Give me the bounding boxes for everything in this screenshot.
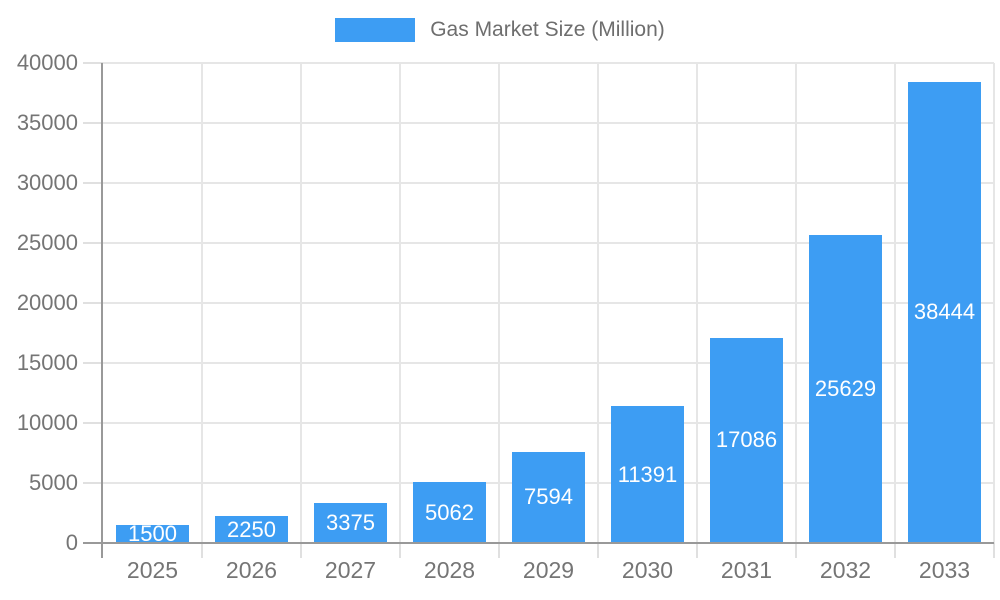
bar-value-label: 2250: [227, 516, 276, 542]
bar[interactable]: 17086: [710, 337, 783, 543]
x-axis-label: 2031: [720, 557, 773, 583]
bar[interactable]: 3375: [314, 502, 387, 543]
x-axis-tick: [993, 543, 995, 558]
y-axis-label: 30000: [16, 170, 78, 195]
gridline-vertical: [993, 63, 995, 543]
bar[interactable]: 1500: [116, 521, 189, 546]
x-axis-label: 2026: [225, 557, 278, 583]
bar[interactable]: 11391: [611, 406, 684, 543]
gridline-vertical: [498, 63, 500, 543]
y-axis-tick: [83, 302, 103, 304]
bar-value-label: 7594: [524, 484, 573, 510]
y-axis-line: [101, 63, 103, 558]
bar-value-label: 38444: [913, 299, 976, 325]
bar-value-label: 5062: [425, 499, 474, 525]
y-axis-label: 40000: [16, 50, 78, 75]
x-axis-tick: [201, 543, 203, 558]
gridline-vertical: [696, 63, 698, 543]
x-axis-label: 2025: [126, 557, 179, 583]
y-axis-label: 5000: [29, 470, 78, 495]
x-axis-tick: [399, 543, 401, 558]
y-axis-tick: [83, 122, 103, 124]
bar-value-label: 1500: [128, 521, 177, 546]
gridline-vertical: [399, 63, 401, 543]
y-axis-label: 25000: [16, 230, 78, 255]
gridline-vertical: [597, 63, 599, 543]
y-axis-label: 35000: [16, 110, 78, 135]
y-axis-tick: [83, 422, 103, 424]
x-axis-tick: [894, 543, 896, 558]
y-axis-tick: [83, 182, 103, 184]
y-axis-tick: [83, 242, 103, 244]
gridline-horizontal: [103, 182, 994, 184]
y-axis-label: 15000: [16, 350, 78, 375]
y-axis-label: 0: [65, 530, 78, 555]
x-axis-tick: [696, 543, 698, 558]
bar[interactable]: 38444: [908, 81, 981, 543]
gridline-vertical: [795, 63, 797, 543]
y-axis-tick: [83, 362, 103, 364]
x-axis-tick: [498, 543, 500, 558]
bar[interactable]: 7594: [512, 451, 585, 543]
x-axis-label: 2032: [819, 557, 872, 583]
bar-value-label: 17086: [715, 427, 778, 453]
x-axis-label: 2029: [522, 557, 575, 583]
y-axis-label: 20000: [16, 290, 78, 315]
y-axis-tick: [83, 62, 103, 64]
bar-value-label: 11391: [617, 461, 678, 487]
plot-area: 0 5000 10000 15000 20000 25000 30000 35000 40000…: [17, 50, 995, 583]
bar[interactable]: 2250: [215, 516, 288, 543]
x-axis-label: 2028: [423, 557, 476, 583]
gridline-horizontal: [103, 302, 994, 304]
x-axis-label: 2030: [621, 557, 674, 583]
gridline-horizontal: [103, 422, 994, 424]
legend[interactable]: Gas Market Size (Million): [0, 16, 1000, 44]
x-axis-label: 2027: [324, 557, 377, 583]
gridline-horizontal: [103, 362, 994, 364]
x-axis-line: [83, 542, 994, 544]
legend-swatch[interactable]: [335, 18, 416, 42]
x-axis-tick: [300, 543, 302, 558]
bar[interactable]: 25629: [809, 235, 882, 543]
x-axis-tick: [597, 543, 599, 558]
legend-label: Gas Market Size (Million): [430, 18, 665, 41]
y-axis-label: 10000: [16, 410, 78, 435]
gridline-horizontal: [103, 242, 994, 244]
bar-value-label: 25629: [814, 376, 877, 402]
y-axis-tick: [83, 482, 103, 484]
gridline-vertical: [894, 63, 896, 543]
x-axis-tick: [795, 543, 797, 558]
gridline-vertical: [300, 63, 302, 543]
bar-value-label: 3375: [326, 509, 375, 535]
gridline-horizontal: [103, 62, 994, 64]
x-axis-label: 2033: [918, 557, 971, 583]
gridline-horizontal: [103, 122, 994, 124]
bar[interactable]: 5062: [413, 482, 486, 543]
gridline-vertical: [201, 63, 203, 543]
